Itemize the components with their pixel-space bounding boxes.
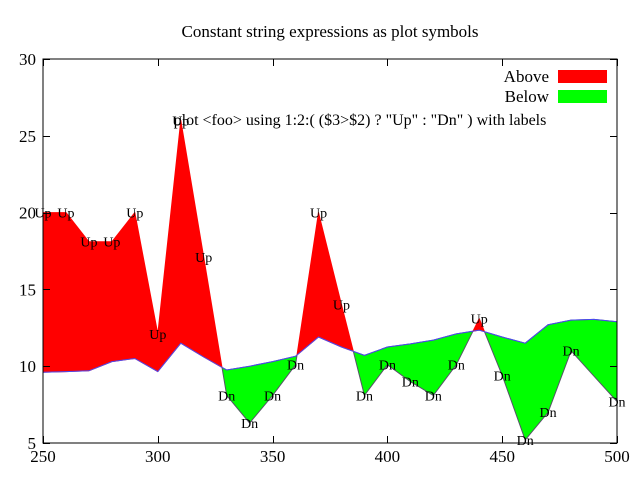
point-label: Dn <box>608 395 625 410</box>
point-label: Dn <box>218 389 235 404</box>
x-tick-label: 500 <box>604 447 630 466</box>
point-label: Up <box>126 207 143 222</box>
legend-label-below: Below <box>504 87 549 106</box>
legend-label-above: Above <box>503 67 549 86</box>
chart-subtitle: plot <foo> using 1:2:( ($3>$2) ? "Up" : … <box>173 112 547 129</box>
x-tick-label: 450 <box>489 447 515 466</box>
y-tick-label: 5 <box>28 434 37 453</box>
point-label: Dn <box>425 389 442 404</box>
y-tick-label: 25 <box>19 127 36 146</box>
point-label: Up <box>80 236 97 251</box>
above-region <box>42 119 223 373</box>
x-tick-label: 350 <box>260 447 286 466</box>
above-region <box>296 212 354 356</box>
legend-item-below: Below <box>504 87 607 106</box>
y-tick-label: 15 <box>19 280 36 299</box>
y-tick-label: 20 <box>19 204 36 223</box>
point-label: Dn <box>517 434 534 449</box>
point-label: Dn <box>563 345 580 360</box>
legend-swatch-below-icon <box>558 90 607 103</box>
plot-frame <box>42 58 618 444</box>
baseline-line <box>42 318 618 373</box>
point-label: Up <box>34 207 51 222</box>
x-tick-label: 300 <box>145 447 171 466</box>
legend-item-above: Above <box>503 67 607 86</box>
legend-swatch-above-icon <box>558 70 607 83</box>
point-label: Up <box>310 207 327 222</box>
point-label: Dn <box>448 359 465 374</box>
x-tick-label: 250 <box>30 447 56 466</box>
y-tick-label: 30 <box>19 50 36 69</box>
point-label: Dn <box>379 359 396 374</box>
point-label: Up <box>57 207 74 222</box>
point-label: Up <box>471 312 488 327</box>
point-label: Up <box>103 236 120 251</box>
chart-title: Constant string expressions as plot symb… <box>181 22 479 41</box>
x-tick-label: 400 <box>375 447 401 466</box>
point-label: Dn <box>402 375 419 390</box>
legend: Above Below <box>503 67 607 110</box>
y-tick-label: 10 <box>19 357 36 376</box>
point-label: Dn <box>241 417 258 432</box>
point-label: Dn <box>287 359 304 374</box>
point-label: Dn <box>264 389 281 404</box>
point-label: Up <box>333 299 350 314</box>
point-label: Dn <box>540 406 557 421</box>
point-label: Dn <box>356 389 373 404</box>
point-label: Up <box>172 114 189 129</box>
point-label: Up <box>149 328 166 343</box>
point-label: Up <box>195 251 212 266</box>
point-label: Dn <box>494 369 511 384</box>
